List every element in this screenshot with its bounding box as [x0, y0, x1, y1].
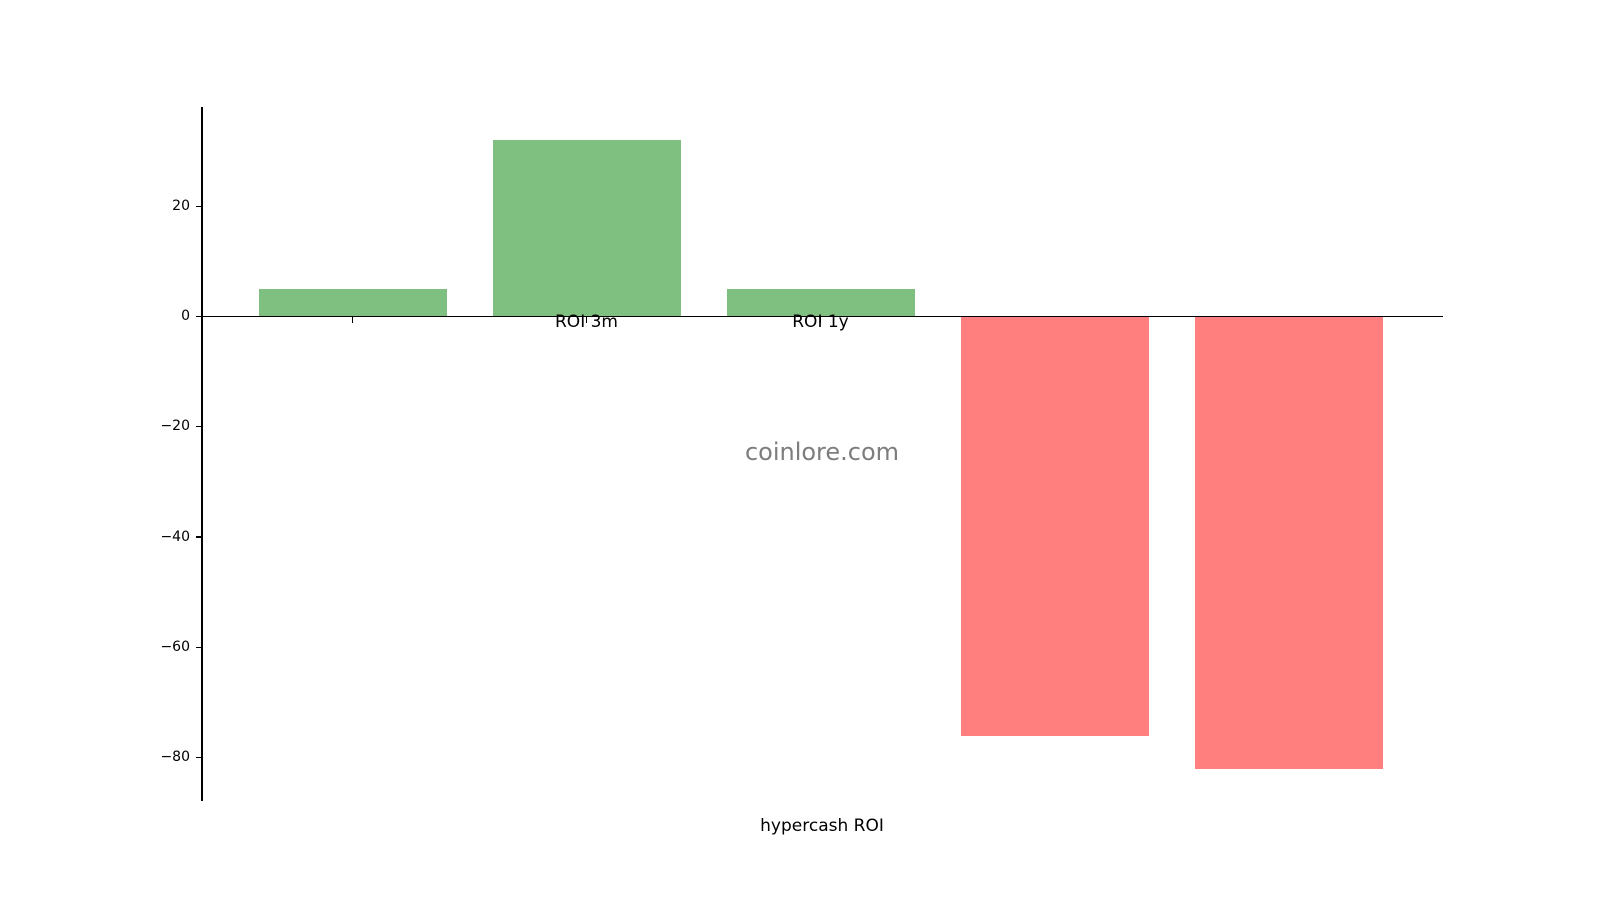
y-tick-mark: [196, 536, 201, 538]
y-tick-label: 0: [181, 307, 190, 324]
y-tick-label: −60: [160, 638, 190, 655]
bar-series-3: [960, 316, 1149, 736]
bar-ROI 3m: [492, 139, 681, 317]
y-tick-mark: [196, 646, 201, 648]
y-tick-label: −20: [160, 418, 190, 435]
y-axis-spine: [201, 107, 203, 801]
y-tick-mark: [196, 315, 201, 318]
y-tick-label: −80: [160, 749, 190, 766]
x-tick-mark: [819, 316, 822, 323]
y-tick-mark: [196, 426, 201, 428]
bar-series-4: [1194, 316, 1383, 769]
y-tick-label: 20: [172, 197, 190, 214]
x-axis-line: [201, 315, 1443, 318]
bar-series-0: [258, 288, 447, 317]
y-tick-mark: [196, 205, 201, 207]
x-tick-mark: [351, 316, 354, 323]
bar-ROI 1y: [726, 288, 915, 317]
y-tick-label: −40: [160, 528, 190, 545]
watermark-text: coinlore.com: [744, 437, 900, 466]
y-tick-mark: [196, 757, 201, 759]
x-tick-mark: [585, 316, 588, 323]
x-tick-label: ROI 3m: [555, 312, 618, 333]
x-tick-label: ROI 1y: [792, 312, 849, 333]
chart-title: hypercash ROI: [760, 816, 884, 836]
